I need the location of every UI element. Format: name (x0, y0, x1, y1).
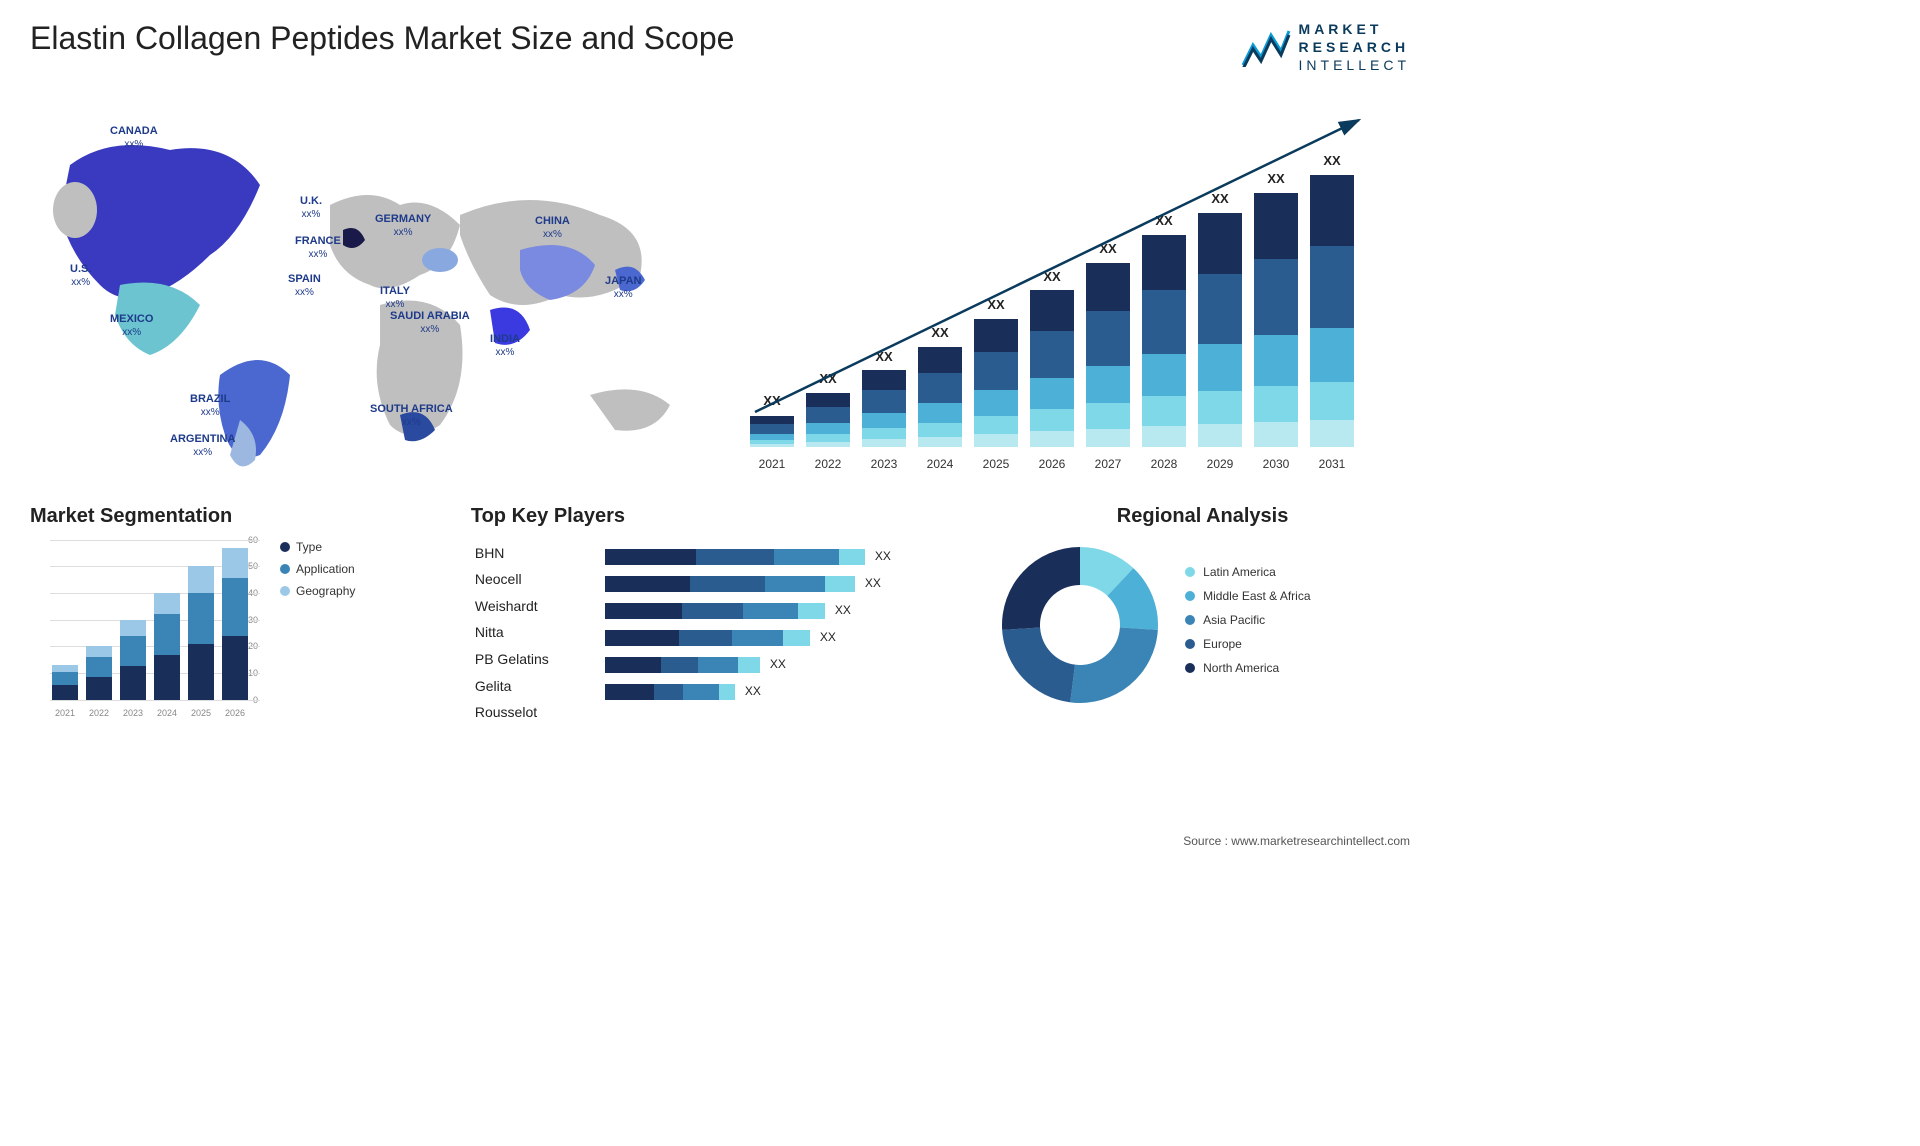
kp-name: Neocell (475, 566, 585, 593)
seg-gridline (50, 540, 260, 541)
seg-xlabel: 2021 (52, 708, 78, 718)
keyplayers-title: Top Key Players (471, 505, 585, 528)
keyplayers-panel: Top Key Players BHNNeocellWeishardtNitta… (475, 505, 965, 726)
logo-icon (1241, 27, 1291, 67)
main-bar-panel: XX2021XX2022XX2023XX2024XX2025XX2026XX20… (750, 95, 1410, 475)
seg-bar-2024 (154, 593, 180, 700)
map-label-saudiarabia: SAUDI ARABIAxx% (390, 310, 470, 336)
kp-value: XX (875, 549, 891, 563)
main-bar-xlabel: 2025 (974, 457, 1018, 471)
ra-legend-item: North America (1185, 661, 1310, 675)
kp-bar (605, 549, 865, 565)
map-label-argentina: ARGENTINAxx% (170, 433, 235, 459)
kp-bar (605, 576, 855, 592)
kp-name: Weishardt (475, 593, 585, 620)
page-title: Elastin Collagen Peptides Market Size an… (30, 20, 734, 57)
segmentation-title: Market Segmentation (30, 505, 445, 528)
logo-line3: INTELLECT (1299, 56, 1410, 74)
kp-value: XX (820, 630, 836, 644)
donut-slice (1070, 627, 1158, 702)
kp-name: BHN (475, 540, 585, 567)
seg-bar-2023 (120, 620, 146, 700)
main-bar-xlabel: 2022 (806, 457, 850, 471)
kp-value: XX (770, 657, 786, 671)
kp-bar (605, 684, 735, 700)
donut-slice (1002, 627, 1075, 702)
source-text: Source : www.marketresearchintellect.com (1183, 834, 1410, 848)
kp-value: XX (745, 684, 761, 698)
regional-donut (995, 540, 1165, 710)
map-label-mexico: MEXICOxx% (110, 313, 153, 339)
main-bar-xlabel: 2031 (1310, 457, 1354, 471)
seg-bar-2021 (52, 665, 78, 700)
main-bar-xlabel: 2026 (1030, 457, 1074, 471)
seg-legend-item: Application (280, 562, 355, 576)
regional-panel: Regional Analysis Latin America Middle Ea… (995, 505, 1410, 726)
kp-value: XX (835, 603, 851, 617)
main-bar-xlabel: 2027 (1086, 457, 1130, 471)
main-bar-xlabel: 2030 (1254, 457, 1298, 471)
main-bar-xlabel: 2021 (750, 457, 794, 471)
ra-legend-item: Europe (1185, 637, 1310, 651)
segmentation-panel: Market Segmentation 01020304050602021202… (30, 505, 445, 726)
regional-legend: Latin America Middle East & Africa Asia Pa… (1185, 565, 1310, 685)
kp-name: PB Gelatins (475, 646, 585, 673)
seg-xlabel: 2026 (222, 708, 248, 718)
map-label-india: INDIAxx% (490, 333, 520, 359)
seg-xlabel: 2022 (86, 708, 112, 718)
kp-name: Rousselot (475, 699, 585, 726)
map-label-us: U.S.xx% (70, 263, 91, 289)
kp-bar (605, 603, 825, 619)
main-bar-xlabel: 2024 (918, 457, 962, 471)
seg-xlabel: 2024 (154, 708, 180, 718)
kp-bar (605, 630, 810, 646)
segmentation-legend: Type Application Geography (280, 540, 355, 720)
map-label-japan: JAPANxx% (605, 275, 641, 301)
seg-legend-item: Geography (280, 584, 355, 598)
seg-bar-2022 (86, 646, 112, 699)
seg-legend-item: Type (280, 540, 355, 554)
map-label-southafrica: SOUTH AFRICAxx% (370, 403, 453, 429)
kp-name: Gelita (475, 673, 585, 700)
kp-value: XX (865, 576, 881, 590)
world-map-panel: CANADAxx% U.S.xx% MEXICOxx% BRAZILxx% ARGENT… (30, 95, 710, 475)
map-label-spain: SPAINxx% (288, 273, 321, 299)
regional-title: Regional Analysis (995, 505, 1410, 528)
seg-xlabel: 2025 (188, 708, 214, 718)
main-bar-xlabel: 2028 (1142, 457, 1186, 471)
logo-line1: MARKET (1299, 20, 1410, 38)
seg-bar-2026 (222, 548, 248, 700)
keyplayers-bars: XX XX XX XX XX XX (605, 545, 965, 725)
map-label-uk: U.K.xx% (300, 195, 322, 221)
map-label-brazil: BRAZILxx% (190, 393, 230, 419)
map-label-canada: CANADAxx% (110, 125, 158, 151)
ra-legend-item: Latin America (1185, 565, 1310, 579)
map-label-china: CHINAxx% (535, 215, 570, 241)
logo-line2: RESEARCH (1299, 38, 1410, 56)
map-label-germany: GERMANYxx% (375, 213, 431, 239)
ra-legend-item: Middle East & Africa (1185, 589, 1310, 603)
kp-name: Nitta (475, 619, 585, 646)
seg-gridline (50, 700, 260, 701)
seg-bar-2025 (188, 566, 214, 699)
main-bar-xlabel: 2029 (1198, 457, 1242, 471)
map-label-france: FRANCExx% (295, 235, 341, 261)
seg-xlabel: 2023 (120, 708, 146, 718)
ra-legend-item: Asia Pacific (1185, 613, 1310, 627)
donut-slice (1002, 547, 1080, 630)
main-bar-xlabel: 2023 (862, 457, 906, 471)
map-label-italy: ITALYxx% (380, 285, 410, 311)
logo: MARKET RESEARCH INTELLECT (1241, 20, 1410, 75)
keyplayers-list: BHNNeocellWeishardtNittaPB GelatinsGelit… (475, 540, 585, 726)
kp-bar (605, 657, 760, 673)
segmentation-chart: 0102030405060202120222023202420252026 (30, 540, 260, 720)
